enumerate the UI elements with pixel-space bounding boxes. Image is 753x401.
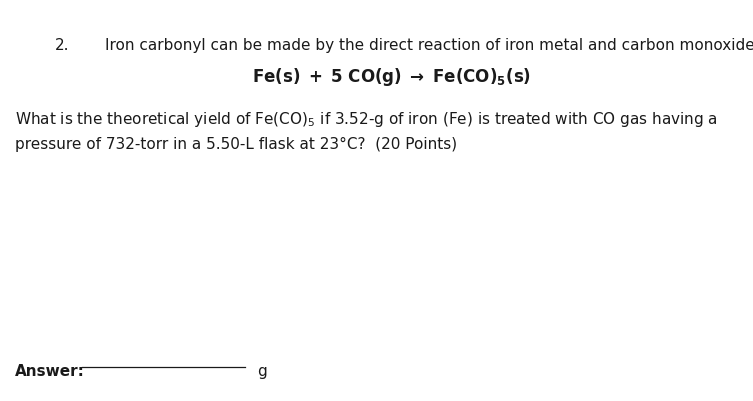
- Text: Iron carbonyl can be made by the direct reaction of iron metal and carbon monoxi: Iron carbonyl can be made by the direct …: [105, 38, 753, 53]
- Text: pressure of 732-torr in a 5.50-L flask at 23°C?  (20 Points): pressure of 732-torr in a 5.50-L flask a…: [15, 136, 457, 151]
- Text: 2.: 2.: [55, 38, 69, 53]
- Text: What is the theoretical yield of Fe(CO)$_5$ if 3.52-g of iron (Fe) is treated wi: What is the theoretical yield of Fe(CO)$…: [15, 110, 718, 129]
- Text: $\mathbf{Fe(s)\ +\ 5\ CO(g)\ \rightarrow\ Fe(CO)_5(s)}$: $\mathbf{Fe(s)\ +\ 5\ CO(g)\ \rightarrow…: [252, 66, 531, 88]
- Text: g: g: [257, 363, 267, 378]
- Text: Answer:: Answer:: [15, 363, 85, 378]
